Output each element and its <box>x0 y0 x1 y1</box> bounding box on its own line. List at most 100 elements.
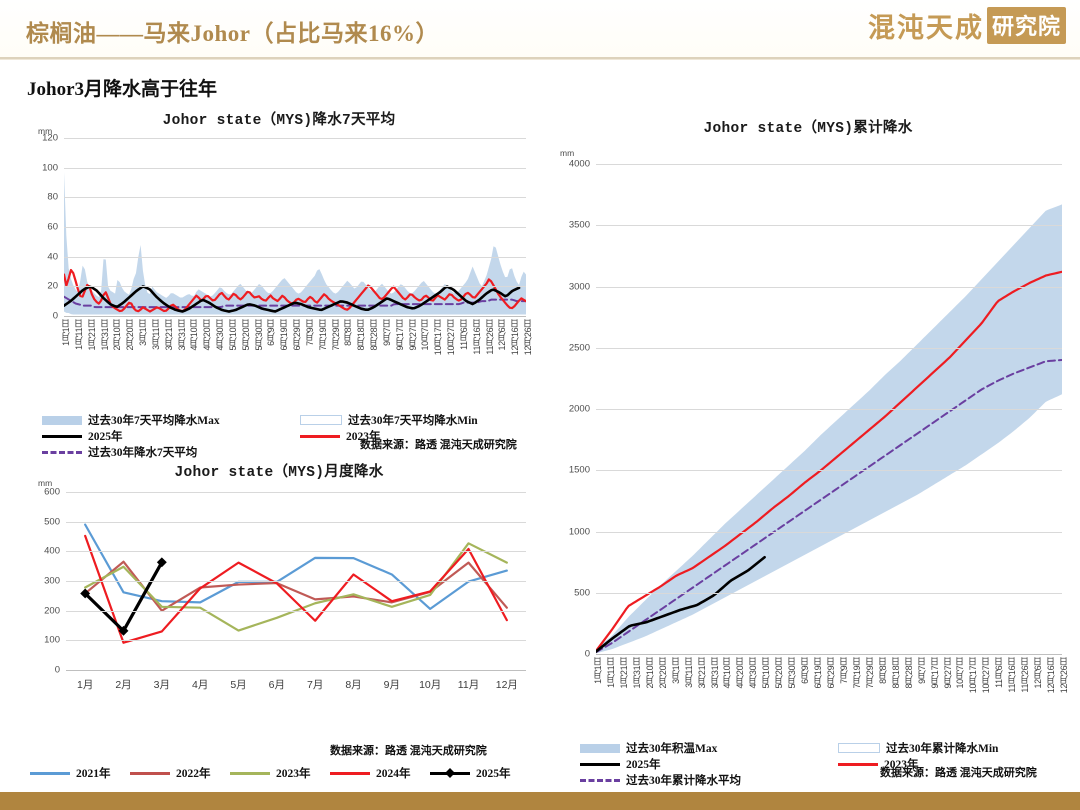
x-axis-tick: 5月 <box>230 679 247 691</box>
x-axis-tick: 12月16日 <box>510 319 521 356</box>
legend-item[interactable]: 过去30年7天平均降水Max <box>42 412 220 428</box>
gridline <box>66 610 526 612</box>
chart-cumulative-rainfall: Johor state（MYS)累计降水 mm 0 500 1000 1500 2000… <box>548 108 1069 693</box>
y-axis-tick: 100 <box>42 162 58 174</box>
legend-item[interactable]: 过去30年7天平均降水Min <box>300 412 478 428</box>
series-2025年 <box>596 555 766 653</box>
x-axis-tick: 7月19日 <box>851 657 862 689</box>
x-axis-tick: 3月31日 <box>709 657 720 689</box>
legend-item[interactable]: 2025年 <box>42 428 123 444</box>
x-axis-tick: 9月7日 <box>381 319 392 346</box>
plot-area-daily <box>64 138 526 316</box>
x-axis-tick: 7月29日 <box>864 657 875 689</box>
x-axis-tick: 7月 <box>306 679 324 691</box>
gridline <box>66 492 526 493</box>
legend-item[interactable]: 2023年 <box>230 765 311 781</box>
x-axis-tick: 8月8日 <box>877 657 888 684</box>
x-axis-tick: 11月16日 <box>1007 657 1018 693</box>
x-axis-tick: 1月1日 <box>61 319 71 346</box>
gridline <box>66 521 526 523</box>
legend-item-label: 过去30年7天平均降水Max <box>88 415 220 427</box>
page-title: 棕榈油——马来Johor（占比马来16%） <box>26 21 439 46</box>
x-axis-tick: 7月9日 <box>304 319 315 346</box>
page-header: 棕榈油——马来Johor（占比马来16%） 混沌天成 研究院 <box>0 0 1080 58</box>
x-axis-tick: 8月18日 <box>890 657 901 689</box>
legend-item-label: 过去30年降水7天平均 <box>88 447 198 459</box>
x-axis-tick: 4月10日 <box>722 657 733 689</box>
swatch-band-min <box>838 743 880 753</box>
legend-item[interactable]: 2022年 <box>130 765 211 781</box>
swatch-dashed-line <box>42 450 82 454</box>
x-axis-tick: 3月 <box>153 679 170 691</box>
x-axis-tick: 7月19日 <box>317 319 328 351</box>
gridline <box>66 640 526 642</box>
y-axis-tick: 20 <box>47 280 58 292</box>
x-axis-tick: 12月 <box>495 679 518 691</box>
x-axis-tick: 5月30日 <box>253 319 264 351</box>
x-axis-tick: 9月 <box>383 679 400 691</box>
legend-item[interactable]: 2025年 <box>580 756 661 772</box>
swatch-black-marker-line <box>430 771 470 775</box>
x-axis-tick: 5月20日 <box>774 657 785 689</box>
gridline <box>64 138 526 139</box>
y-axis-tick: 120 <box>42 132 58 144</box>
legend-item[interactable]: 2023年 <box>838 756 919 772</box>
header-divider <box>0 57 1080 59</box>
x-axis-tick: 1月11日 <box>73 319 84 350</box>
gridline <box>64 286 526 288</box>
x-axis-tick: 4月10日 <box>189 319 200 351</box>
legend-item[interactable]: 过去30年累计降水平均 <box>580 772 741 788</box>
x-axis-tick: 5月20日 <box>240 319 251 351</box>
x-axis-tick: 4月 <box>191 679 209 691</box>
x-axis-tick: 3月31日 <box>176 319 187 351</box>
swatch-olive-line <box>230 771 270 775</box>
legend-item[interactable]: 2021年 <box>30 765 111 781</box>
x-axis-tick: 12月26日 <box>523 319 533 356</box>
y-axis-tick: 1000 <box>568 526 590 537</box>
x-axis-tick: 1月31日 <box>99 319 110 351</box>
legend-item[interactable]: 2025年 <box>430 765 511 781</box>
x-axis-tick: 6月9日 <box>266 319 277 346</box>
x-axis-tick: 10月17日 <box>433 319 444 356</box>
x-axis-tick: 10月17日 <box>968 657 979 694</box>
chart-title-daily: Johor state（MYS)降水7天平均 <box>162 113 396 129</box>
legend-item[interactable]: 2024年 <box>330 765 411 781</box>
x-axis-tick: 6月29日 <box>826 657 836 689</box>
swatch-red-line <box>330 771 370 775</box>
gridline <box>596 592 1062 594</box>
legend-item[interactable]: 过去30年积温Max <box>580 740 717 756</box>
y-unit-cumulative: mm <box>560 148 575 158</box>
gridline <box>64 197 526 199</box>
logo-seal-text: 混沌天成 <box>867 13 984 43</box>
x-axis-tick: 4月30日 <box>215 319 225 351</box>
legend-item-label: 2021年 <box>76 768 111 780</box>
x-axis-tick: 2月10日 <box>112 319 123 351</box>
series-2023年 <box>64 268 526 313</box>
legend-item[interactable]: 过去30年累计降水Min <box>838 740 998 756</box>
legend-item[interactable]: 过去30年降水7天平均 <box>42 444 197 460</box>
logo-institute-badge: 研究院 <box>986 7 1066 44</box>
swatch-black-line <box>42 434 82 438</box>
x-axis-tick: 1月1日 <box>593 657 603 684</box>
x-axis-tick: 6月9日 <box>800 657 811 684</box>
y-unit-daily: mm <box>38 126 53 136</box>
legend-item[interactable]: 2023年 <box>300 428 381 444</box>
legend-item-label: 2024年 <box>376 768 411 780</box>
x-axis-tick: 11月16日 <box>471 319 482 355</box>
swatch-band-max <box>580 743 620 753</box>
gridline <box>66 581 526 582</box>
x-axis-tick: 5月10日 <box>761 657 772 689</box>
x-axis-tick: 10月7日 <box>955 657 966 689</box>
legend-item-label: 过去30年累计降水平均 <box>626 775 741 787</box>
gridline <box>64 256 526 258</box>
y-axis-tick: 0 <box>54 664 60 676</box>
x-axis-tick: 10月27日 <box>981 657 992 694</box>
x-axis-tick: 11月6日 <box>458 319 469 350</box>
swatch-blue-line <box>30 771 70 775</box>
x-axis-tick: 11月6日 <box>994 657 1005 688</box>
x-axis-tick: 9月17日 <box>394 319 405 351</box>
legend-item-label: 2025年 <box>626 759 661 771</box>
x-axis-tick: 11月26日 <box>1020 657 1031 693</box>
x-axis-tick: 5月10日 <box>227 319 238 351</box>
x-axis-tick: 9月27日 <box>942 657 953 689</box>
